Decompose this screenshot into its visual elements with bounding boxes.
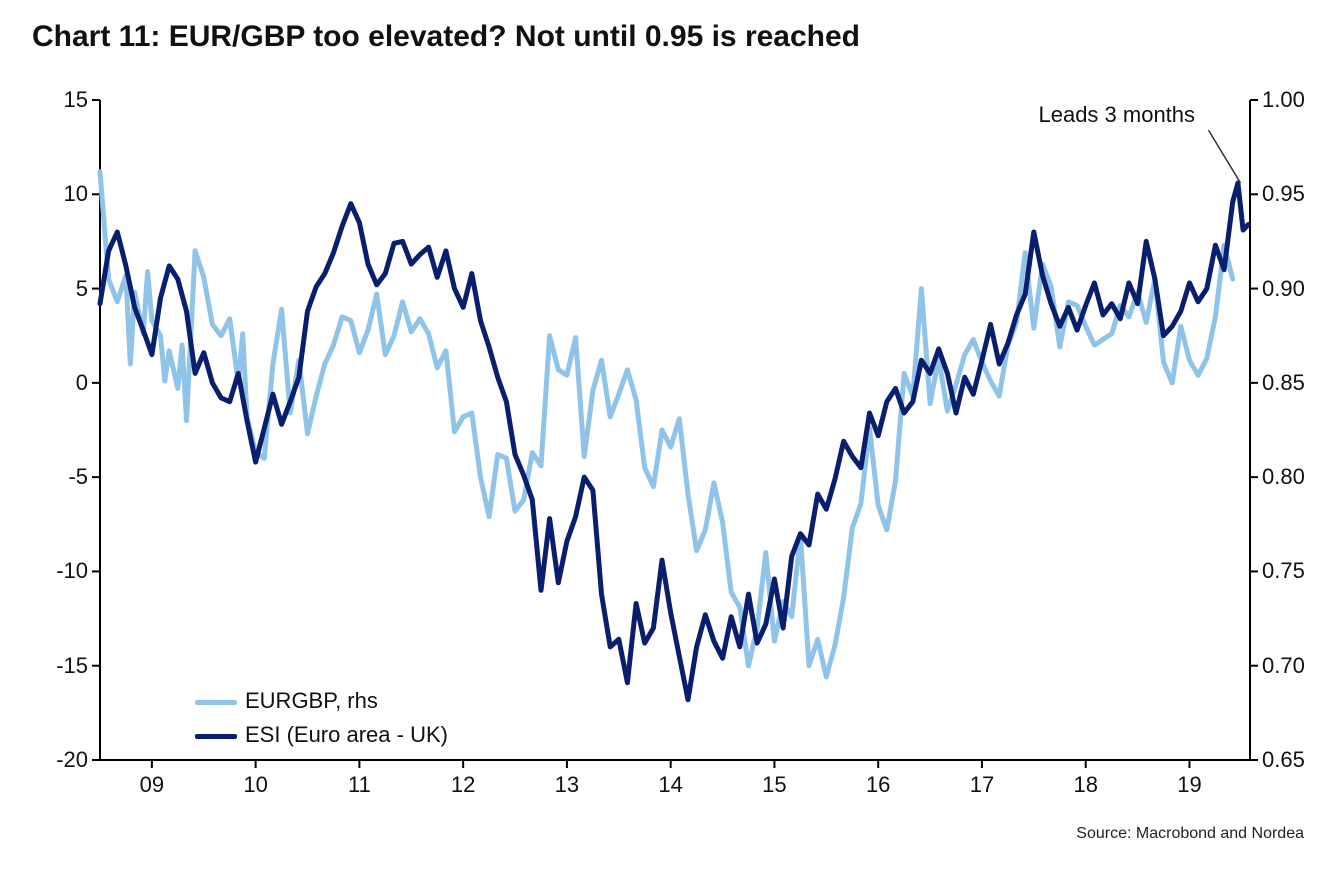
- y-left-tick: -10: [28, 558, 88, 584]
- x-tick: 10: [243, 772, 267, 798]
- source-text: Source: Macrobond and Nordea: [1076, 825, 1304, 843]
- legend-label: EURGBP, rhs: [245, 688, 378, 713]
- x-tick: 13: [555, 772, 579, 798]
- y-left-tick: 0: [28, 370, 88, 396]
- y-right-tick: 0.80: [1262, 464, 1322, 490]
- x-tick: 18: [1073, 772, 1097, 798]
- legend-item: ESI (Euro area - UK): [195, 722, 448, 748]
- x-tick: 19: [1177, 772, 1201, 798]
- y-left-tick: 10: [28, 181, 88, 207]
- chart-svg: [100, 100, 1250, 760]
- y-left-tick: -5: [28, 464, 88, 490]
- y-left-tick: 15: [28, 87, 88, 113]
- x-tick: 12: [451, 772, 475, 798]
- y-right-tick: 0.70: [1262, 653, 1322, 679]
- x-tick: 17: [970, 772, 994, 798]
- y-right-tick: 0.65: [1262, 747, 1322, 773]
- y-right-tick: 1.00: [1262, 87, 1322, 113]
- legend-swatch: [195, 734, 237, 739]
- x-tick: 16: [866, 772, 890, 798]
- y-right-tick: 0.75: [1262, 558, 1322, 584]
- legend-item: EURGBP, rhs: [195, 688, 378, 714]
- y-right-tick: 0.85: [1262, 370, 1322, 396]
- legend-label: ESI (Euro area - UK): [245, 722, 448, 747]
- chart-area: 151050-5-10-15-20 1.000.950.900.850.800.…: [100, 100, 1250, 760]
- y-left-tick: -20: [28, 747, 88, 773]
- x-tick: 14: [658, 772, 682, 798]
- y-right-tick: 0.95: [1262, 181, 1322, 207]
- chart-title: Chart 11: EUR/GBP too elevated? Not unti…: [32, 20, 860, 54]
- x-tick: 15: [762, 772, 786, 798]
- y-left-tick: 5: [28, 276, 88, 302]
- x-tick: 11: [348, 772, 371, 798]
- y-left-tick: -15: [28, 653, 88, 679]
- x-tick: 09: [140, 772, 164, 798]
- annotation-leads: Leads 3 months: [1038, 102, 1195, 128]
- legend-swatch: [195, 700, 237, 705]
- y-right-tick: 0.90: [1262, 276, 1322, 302]
